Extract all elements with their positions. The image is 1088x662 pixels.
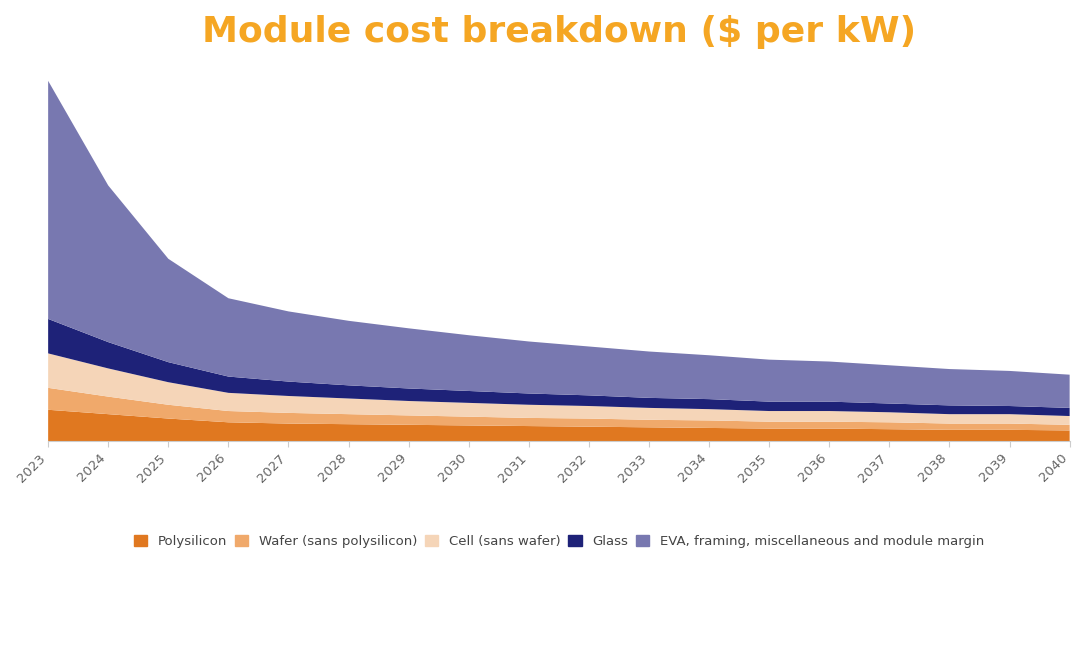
Title: Module cost breakdown ($ per kW): Module cost breakdown ($ per kW) xyxy=(202,15,916,49)
Legend: Polysilicon, Wafer (sans polysilicon), Cell (sans wafer), Glass, EVA, framing, m: Polysilicon, Wafer (sans polysilicon), C… xyxy=(134,534,984,548)
